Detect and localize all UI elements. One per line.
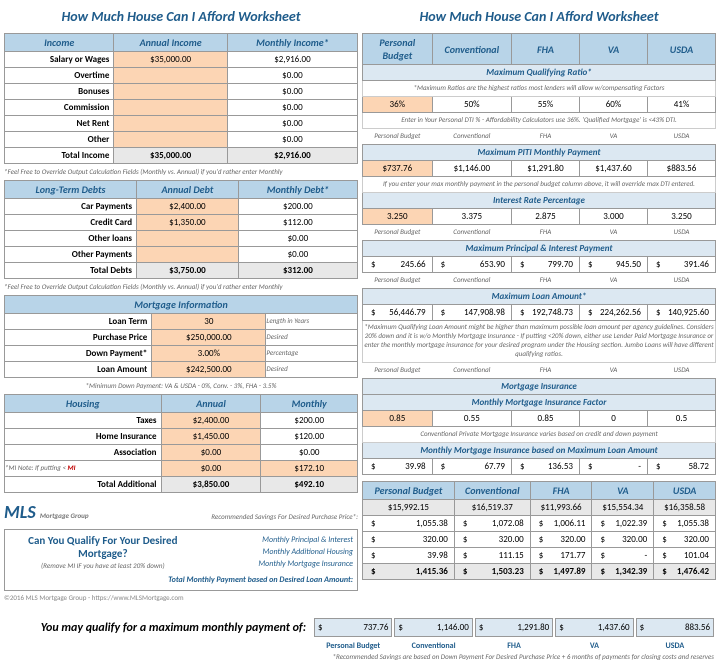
income-table: IncomeAnnual IncomeMonthly Income*Salary… [4,33,358,164]
mortgage-table: Mortgage InformationLoan Term30Length in… [4,295,358,378]
debts-table: Long-Term DebtsAnnual DebtMonthly Debt*C… [4,180,358,279]
max-payment-row: You may qualify for a maximum monthly pa… [6,618,714,637]
right-table: Personal BudgetConventionalFHAVAUSDAMaxi… [362,33,716,475]
savings-table: Personal BudgetConventionalFHAVAUSDA$15,… [362,481,716,580]
bottom-note: *Recommended Savings are based on Down P… [6,651,714,665]
copyright: ©2016 MLS Mortgage Group - https://www.M… [4,591,358,604]
title-left: How Much House Can I Afford Worksheet [4,4,358,33]
housing-table: HousingAnnualMonthlyTaxes$2,400.00$200.0… [4,394,358,493]
debts-note: *Feel Free to Override Output Calculatio… [4,281,358,295]
logo: MLS Mortgage Group [4,495,89,525]
title-right: How Much House Can I Afford Worksheet [362,4,716,33]
income-note: *Feel Free to Override Output Calculatio… [4,166,358,180]
rec-savings-label: Recommended Savings For Desired Purchase… [95,511,358,525]
mortgage-note: *Minimum Down Payment: VA & USDA - 0%, C… [4,380,358,394]
qualify-box: Can You Qualify For Your Desired Mortgag… [4,529,358,591]
